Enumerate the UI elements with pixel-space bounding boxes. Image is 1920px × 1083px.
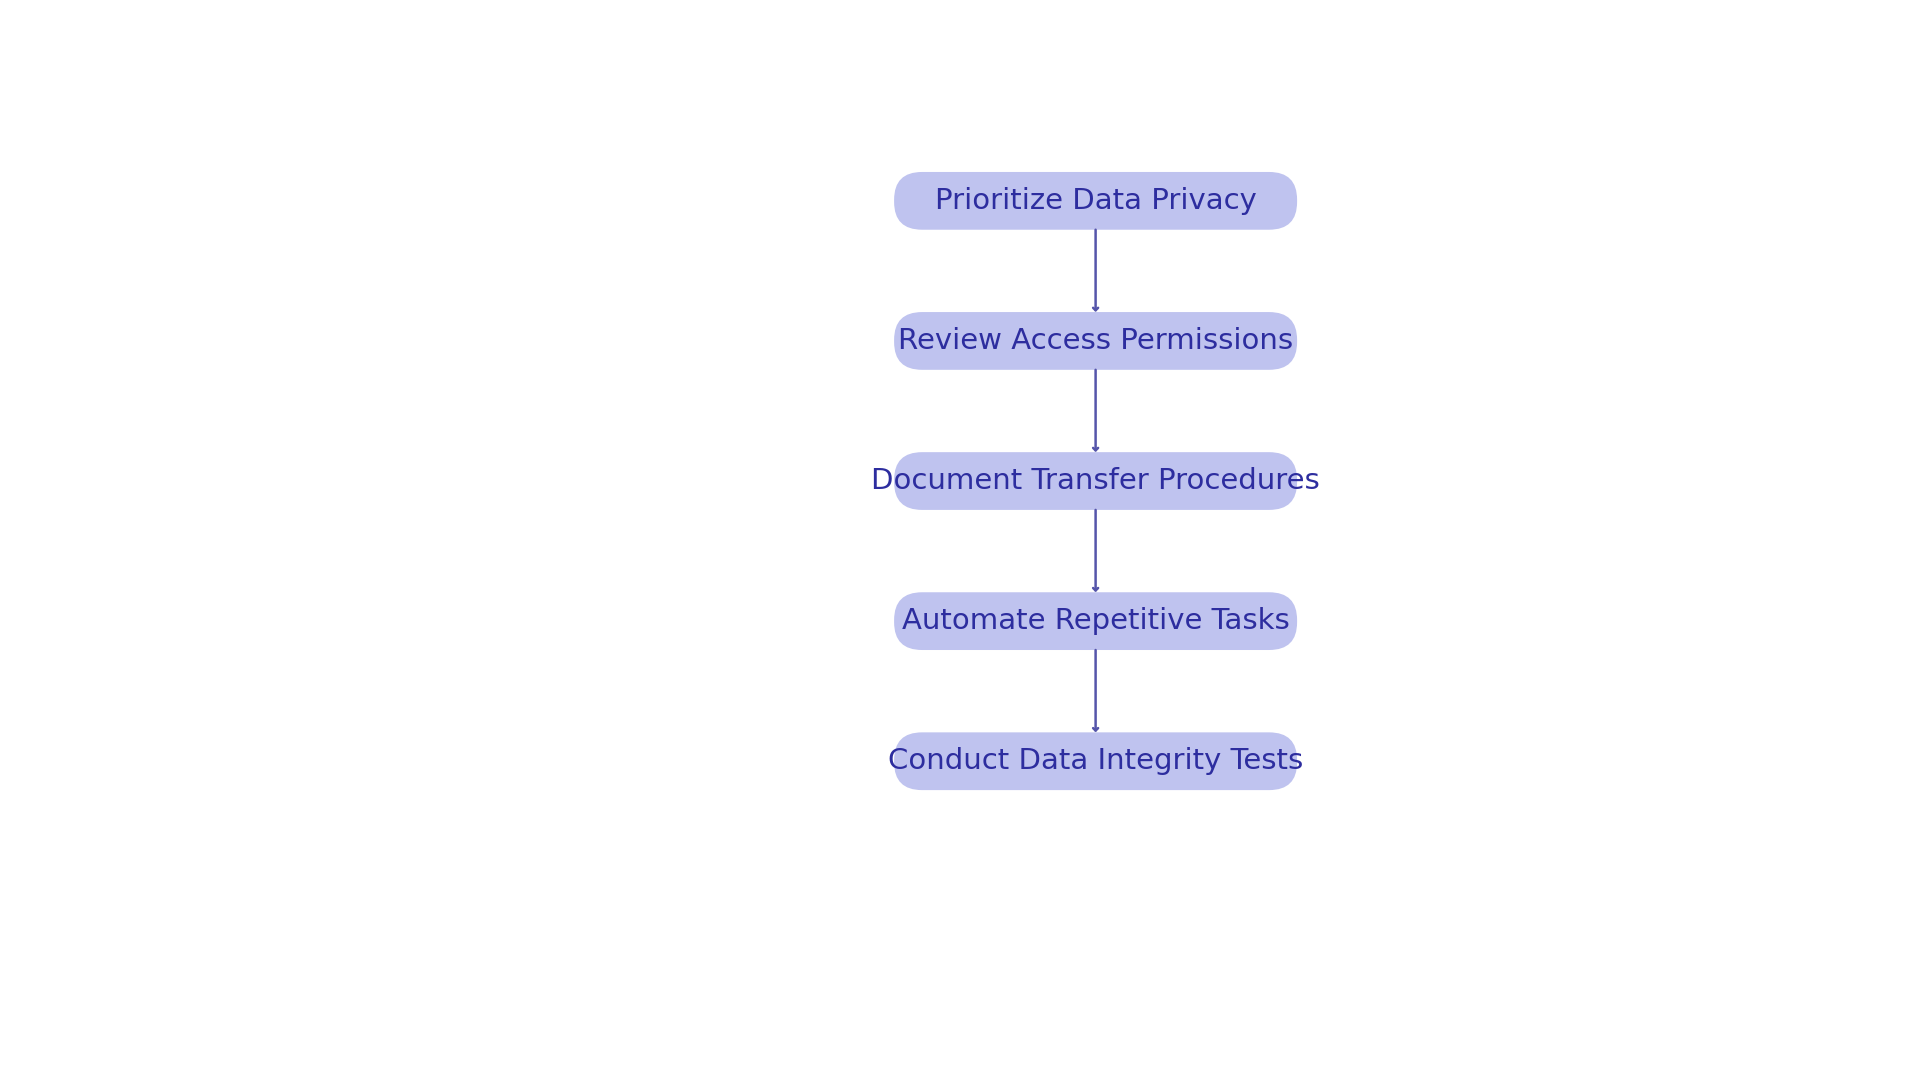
Text: Automate Repetitive Tasks: Automate Repetitive Tasks xyxy=(902,608,1290,635)
FancyBboxPatch shape xyxy=(895,172,1298,230)
Text: Prioritize Data Privacy: Prioritize Data Privacy xyxy=(935,187,1256,214)
Text: Document Transfer Procedures: Document Transfer Procedures xyxy=(872,467,1319,495)
Text: Conduct Data Integrity Tests: Conduct Data Integrity Tests xyxy=(887,747,1304,775)
FancyBboxPatch shape xyxy=(895,592,1298,650)
FancyBboxPatch shape xyxy=(895,312,1298,369)
Text: Review Access Permissions: Review Access Permissions xyxy=(899,327,1294,355)
FancyBboxPatch shape xyxy=(895,732,1298,791)
FancyBboxPatch shape xyxy=(895,453,1298,510)
